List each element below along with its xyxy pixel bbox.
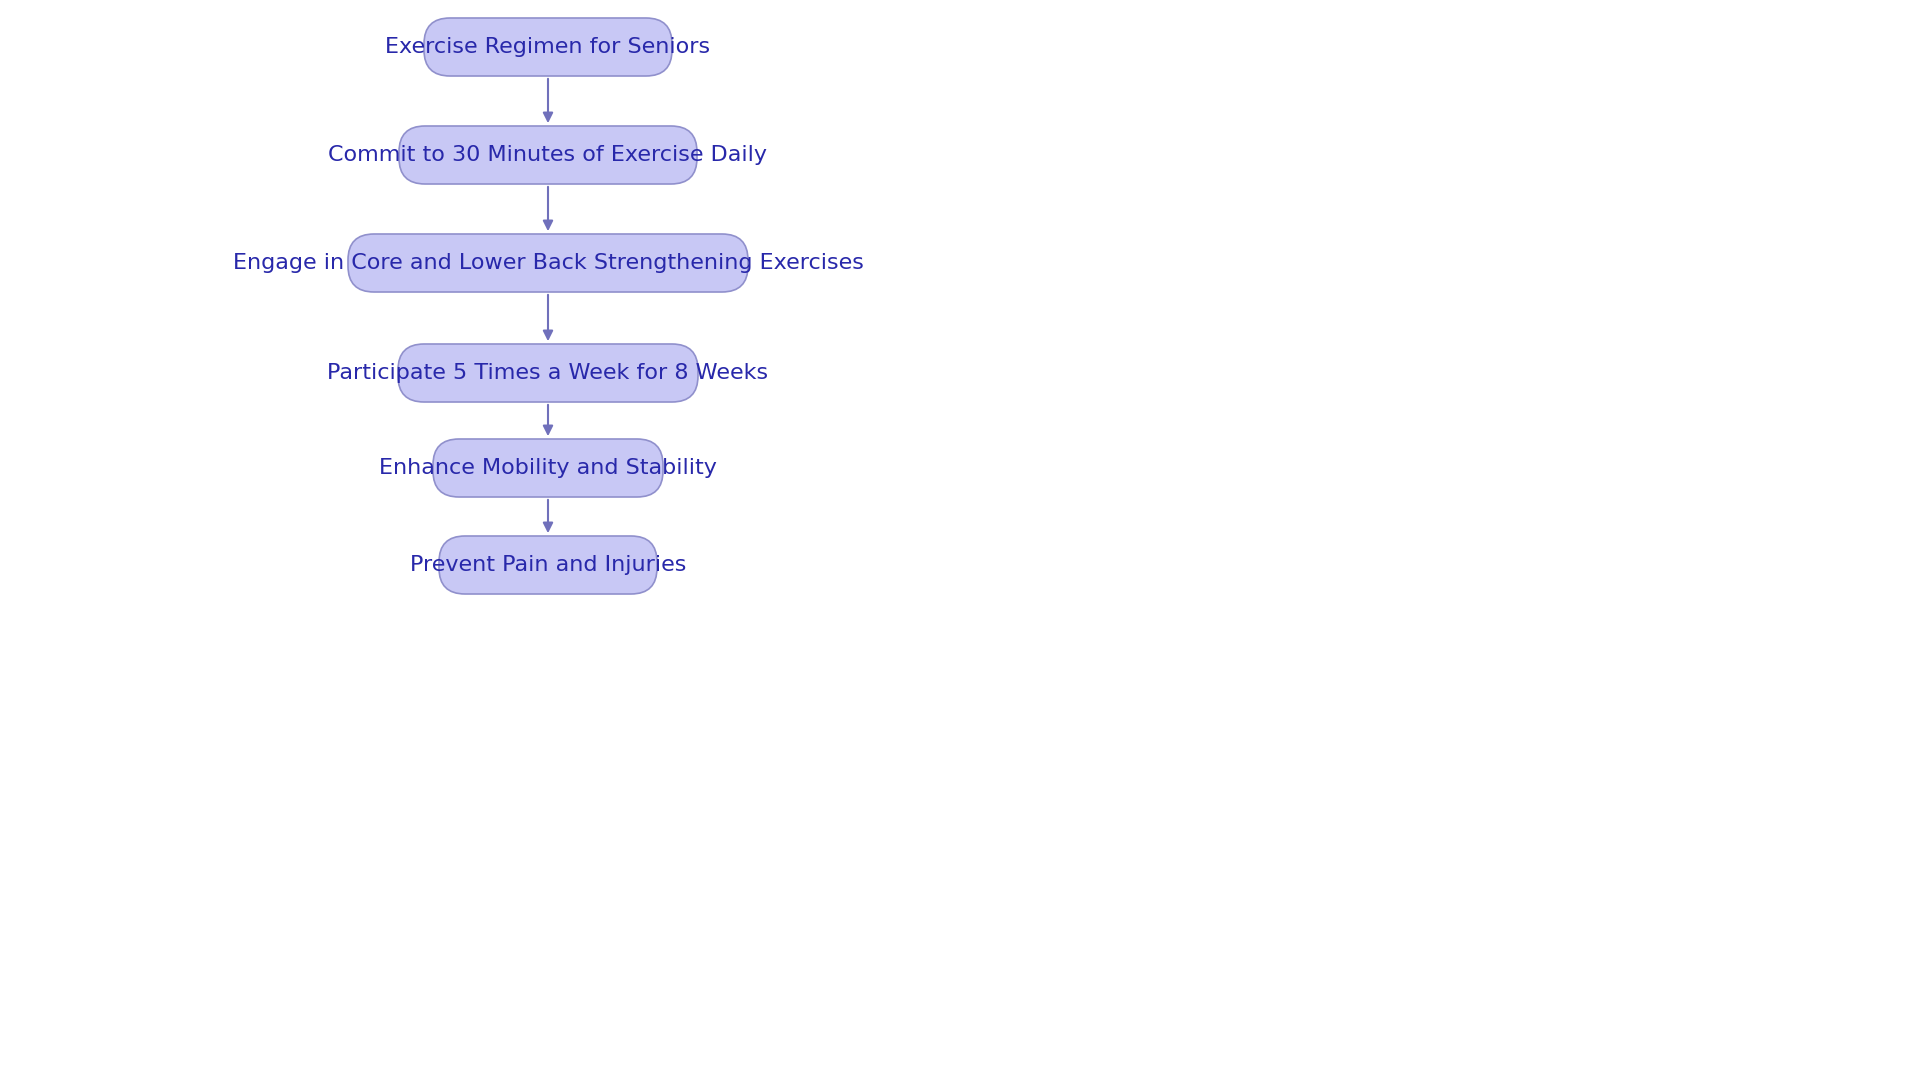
Text: Engage in Core and Lower Back Strengthening Exercises: Engage in Core and Lower Back Strengthen…	[232, 253, 864, 273]
FancyBboxPatch shape	[397, 344, 699, 402]
Text: Commit to 30 Minutes of Exercise Daily: Commit to 30 Minutes of Exercise Daily	[328, 145, 768, 165]
Text: Exercise Regimen for Seniors: Exercise Regimen for Seniors	[386, 37, 710, 57]
FancyBboxPatch shape	[434, 439, 662, 497]
FancyBboxPatch shape	[399, 126, 697, 184]
Text: Enhance Mobility and Stability: Enhance Mobility and Stability	[378, 458, 716, 478]
Text: Prevent Pain and Injuries: Prevent Pain and Injuries	[409, 554, 685, 575]
Text: Participate 5 Times a Week for 8 Weeks: Participate 5 Times a Week for 8 Weeks	[328, 363, 768, 383]
FancyBboxPatch shape	[424, 18, 672, 76]
FancyBboxPatch shape	[440, 536, 657, 593]
FancyBboxPatch shape	[348, 234, 749, 292]
